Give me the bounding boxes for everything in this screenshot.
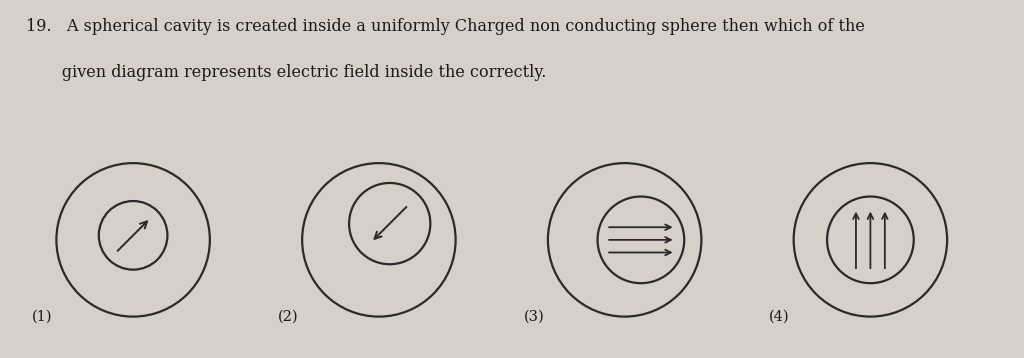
Text: given diagram represents electric field inside the correctly.: given diagram represents electric field … xyxy=(26,64,546,81)
Text: (4): (4) xyxy=(769,310,790,324)
Text: 19.   A spherical cavity is created inside a uniformly Charged non conducting sp: 19. A spherical cavity is created inside… xyxy=(26,18,864,35)
Text: (1): (1) xyxy=(32,310,52,324)
Text: (3): (3) xyxy=(523,310,545,324)
Text: (2): (2) xyxy=(278,310,298,324)
